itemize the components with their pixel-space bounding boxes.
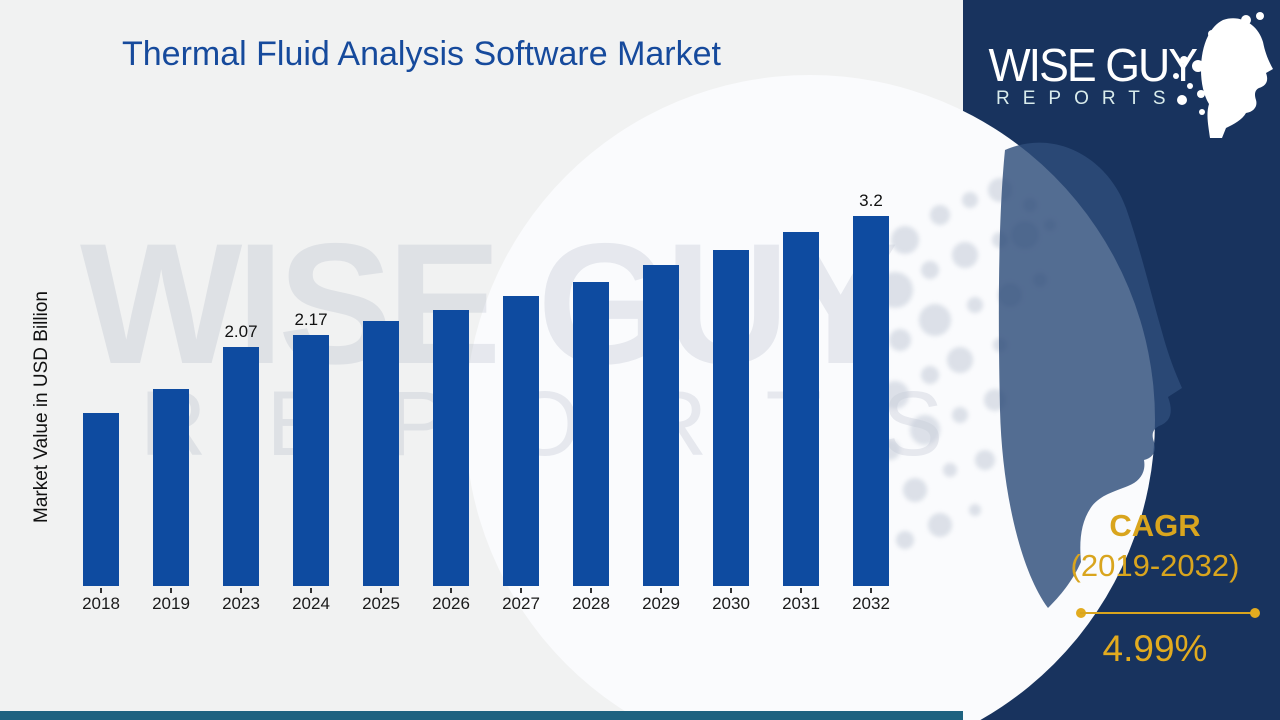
y-axis-label: Market Value in USD Billion	[31, 291, 52, 523]
bar-2023	[223, 347, 259, 586]
watermark-dots-face	[877, 178, 1056, 549]
x-tick-label-2028: 2028	[572, 594, 610, 613]
x-axis-tick	[590, 588, 592, 593]
bar-2032	[853, 216, 889, 586]
watermark-wordmark: WISE GUY	[80, 208, 898, 400]
x-tick-label-2029: 2029	[642, 594, 680, 613]
x-tick-label-2023: 2023	[222, 594, 260, 613]
x-tick-label-2025: 2025	[362, 594, 400, 613]
x-axis-tick	[100, 588, 102, 593]
bar-2026	[433, 310, 469, 586]
bottom-accent-strip	[0, 711, 963, 720]
face-silhouette-watermark	[998, 142, 1182, 608]
bar-2024	[293, 335, 329, 586]
x-axis-tick	[240, 588, 242, 593]
x-axis-tick	[520, 588, 522, 593]
page-title: Thermal Fluid Analysis Software Market	[122, 35, 721, 73]
x-axis-tick	[380, 588, 382, 593]
logo-reports-label: REPORTS	[996, 88, 1179, 109]
x-tick-label-2031: 2031	[782, 594, 820, 613]
x-axis-tick	[310, 588, 312, 593]
x-tick-label-2019: 2019	[152, 594, 190, 613]
x-axis-tick	[870, 588, 872, 593]
x-tick-label-2030: 2030	[712, 594, 750, 613]
bar-2029	[643, 265, 679, 586]
bar-2027	[503, 296, 539, 586]
x-tick-label-2032: 2032	[852, 594, 890, 613]
x-axis-tick	[450, 588, 452, 593]
cagr-heading: CAGR	[1109, 508, 1201, 543]
x-tick-label-2018: 2018	[82, 594, 120, 613]
x-tick-label-2024: 2024	[292, 594, 330, 613]
x-tick-label-2026: 2026	[432, 594, 470, 613]
bar-2031	[783, 232, 819, 586]
x-axis-tick	[170, 588, 172, 593]
bar-2025	[363, 321, 399, 586]
logo-wordmark: WISE GUY	[988, 39, 1198, 91]
x-axis-tick	[660, 588, 662, 593]
bar-2030	[713, 250, 749, 586]
cagr-divider	[1076, 608, 1260, 618]
x-axis-tick	[800, 588, 802, 593]
x-axis-tick	[730, 588, 732, 593]
cagr-value: 4.99%	[1102, 628, 1208, 669]
cagr-range: (2019-2032)	[1070, 548, 1240, 583]
bar-2018	[83, 413, 119, 586]
logo-face-icon	[1173, 12, 1273, 138]
data-label-2024: 2.17	[294, 310, 328, 329]
data-label-2023: 2.07	[224, 322, 258, 341]
x-tick-label-2027: 2027	[502, 594, 540, 613]
data-label-2032: 3.2	[859, 191, 883, 210]
bar-2019	[153, 389, 189, 586]
bar-2028	[573, 282, 609, 586]
